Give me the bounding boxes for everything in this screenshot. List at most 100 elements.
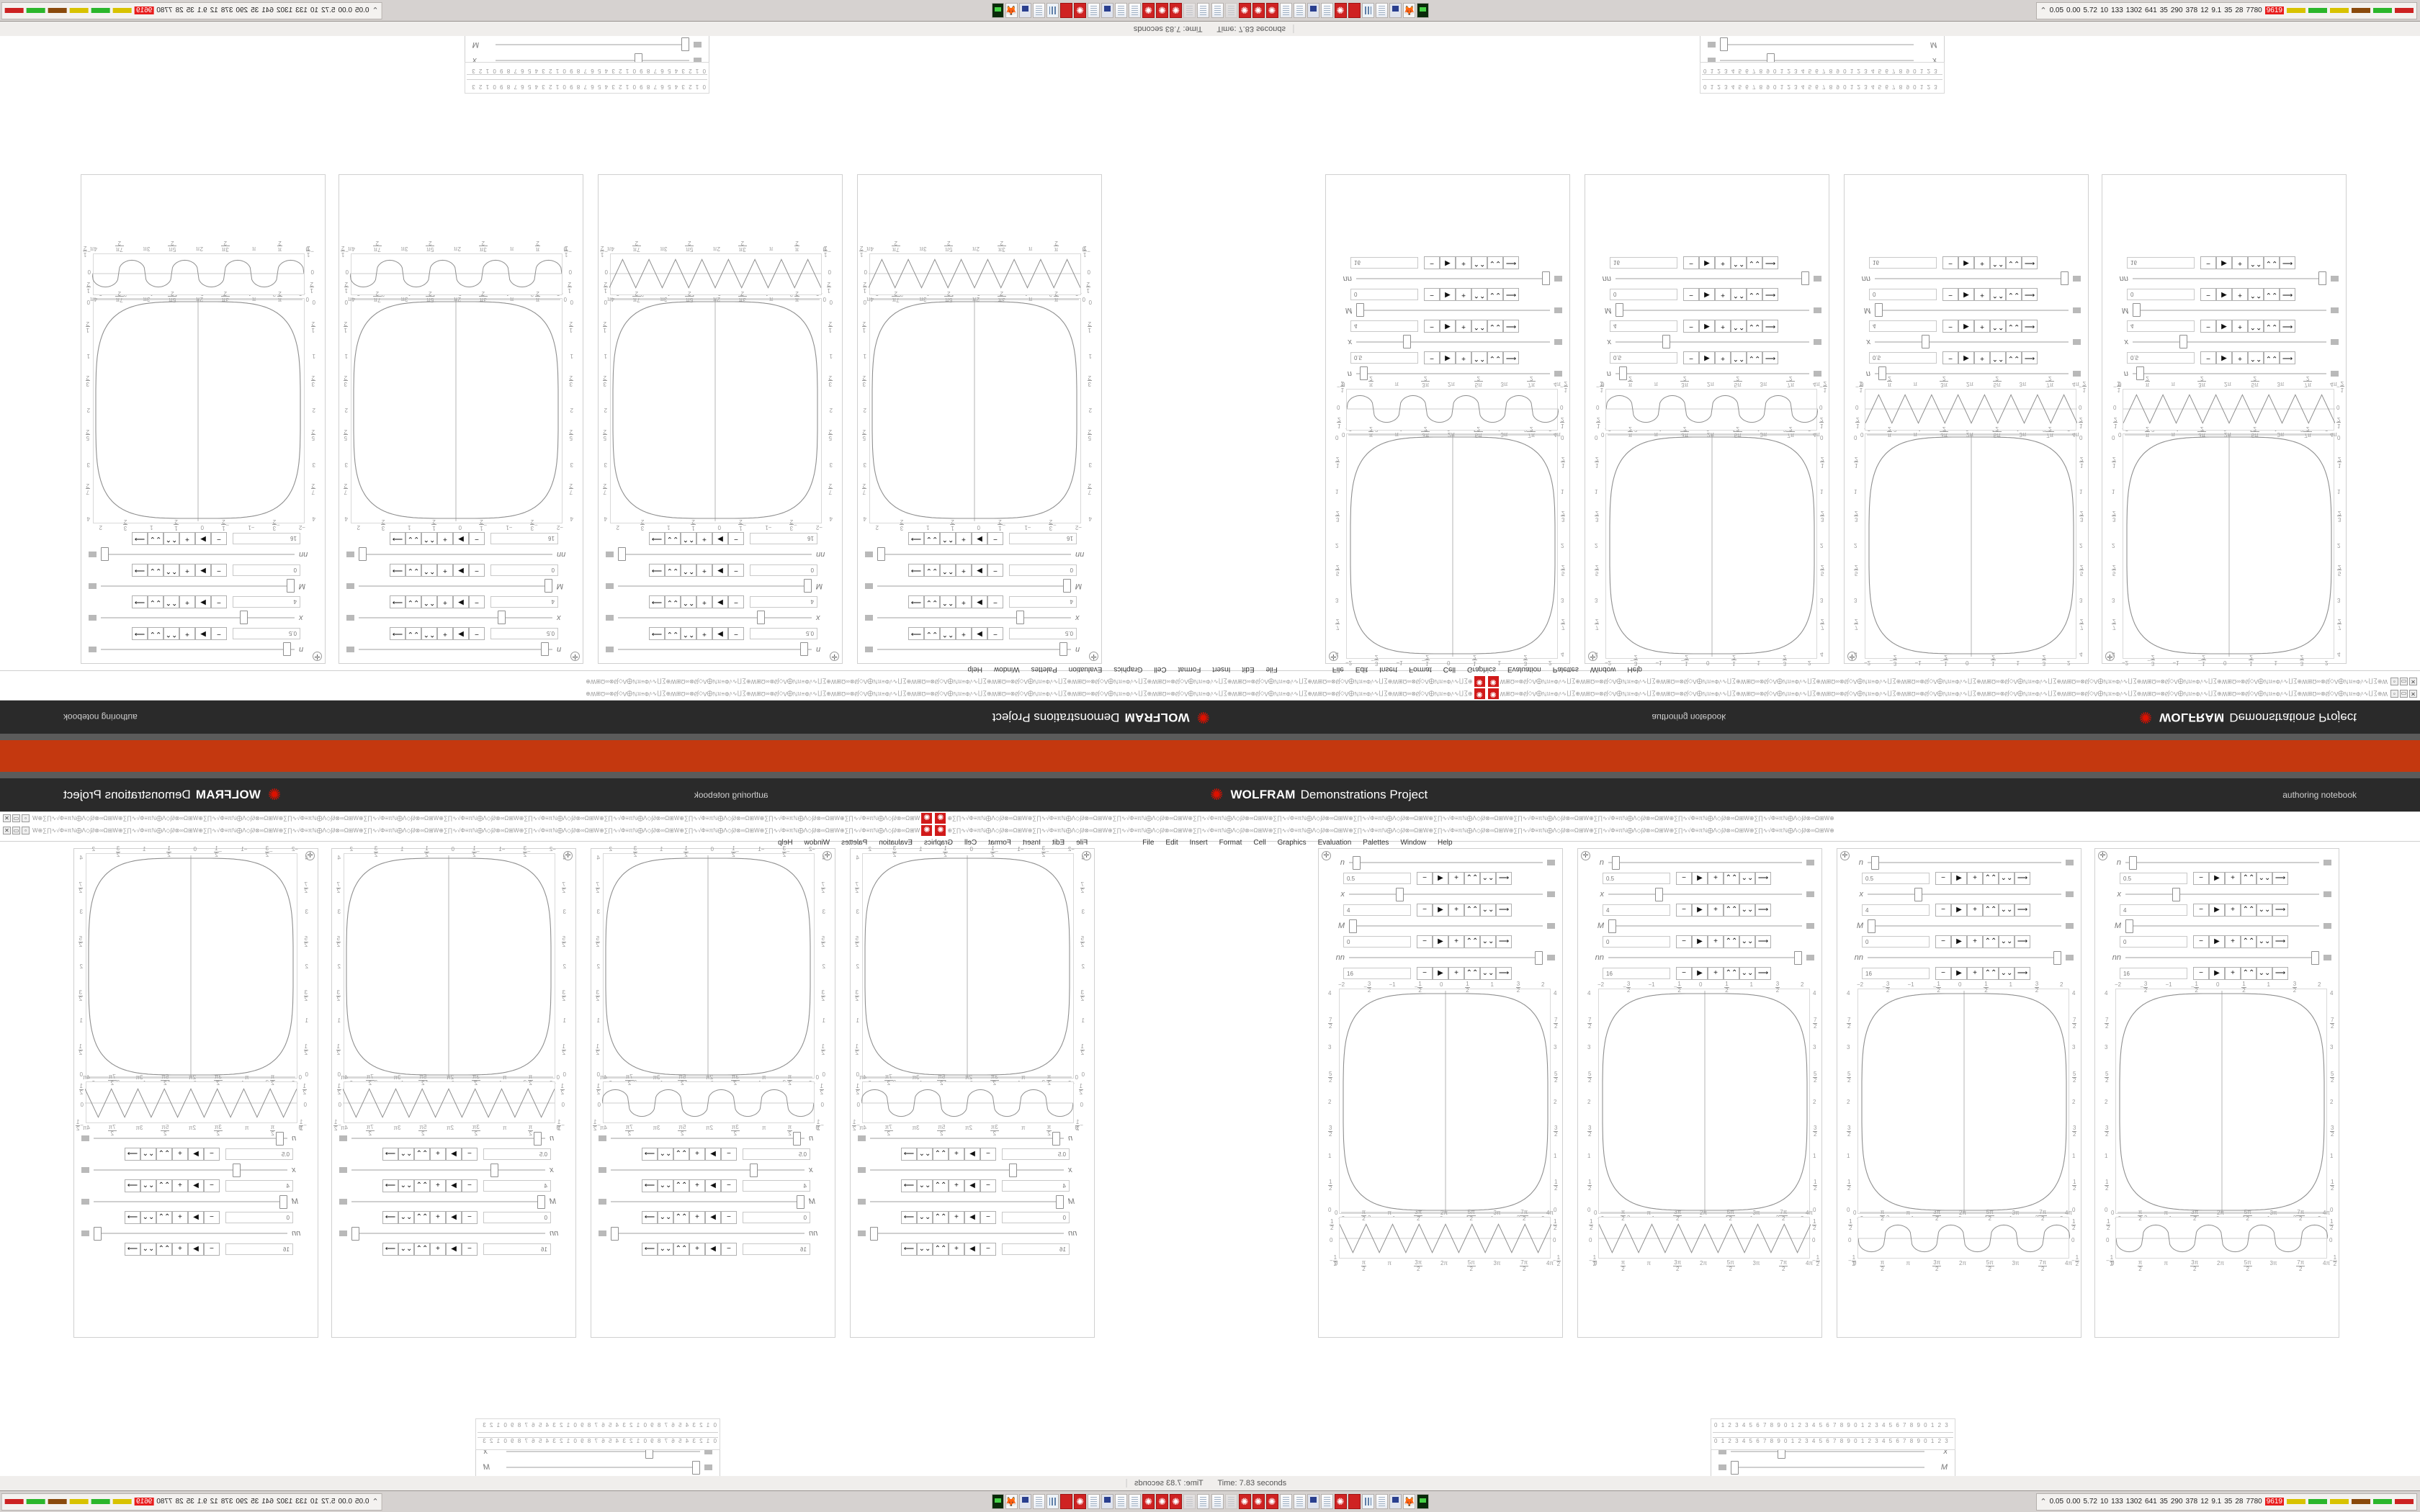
increment-button[interactable]: + (1708, 904, 1724, 917)
parameter-value-field[interactable]: 4 (1869, 320, 1937, 332)
firefox-icon[interactable] (1402, 1494, 1415, 1509)
reset-button[interactable]: ⟶ (1755, 904, 1771, 917)
collapse-control-icon[interactable] (346, 552, 354, 557)
faster-button[interactable]: ⌃⌃ (163, 627, 179, 640)
play-button[interactable]: ▶ (1433, 967, 1448, 980)
slider-track[interactable] (611, 1169, 805, 1171)
increment-button[interactable]: + (437, 532, 453, 545)
slider-track[interactable] (877, 649, 1071, 650)
parameter-value-field[interactable]: 4 (2127, 320, 2195, 332)
slider-track[interactable] (611, 1138, 805, 1139)
slider-track[interactable] (1349, 894, 1543, 895)
play-button[interactable]: ▶ (1958, 256, 1974, 269)
parameter-slider[interactable] (94, 1195, 287, 1209)
menu-item[interactable]: Graphics (1277, 838, 1307, 847)
increment-button[interactable]: + (1967, 872, 1983, 885)
parameter-value-field[interactable]: 4 (743, 1180, 810, 1192)
slider-track[interactable] (1608, 894, 1802, 895)
decrement-button[interactable]: − (1417, 904, 1433, 917)
reset-button[interactable]: ⟶ (908, 627, 924, 640)
menu-item[interactable]: Edit (1242, 665, 1255, 674)
parameter-slider[interactable] (1615, 303, 1809, 317)
slider-track[interactable] (94, 1201, 287, 1202)
faster-button[interactable]: ⌃⌃ (1731, 320, 1747, 333)
collapse-control-icon[interactable] (89, 583, 97, 589)
faster-button[interactable]: ⌃⌃ (1464, 872, 1480, 885)
play-button[interactable]: ▶ (1440, 256, 1456, 269)
reset-button[interactable]: ⟶ (2280, 288, 2295, 301)
faster-button[interactable]: ⌃⌃ (1464, 935, 1480, 948)
parameter-value-field[interactable]: 0 (490, 564, 558, 576)
parameter-slider[interactable] (1615, 335, 1809, 348)
slider-row[interactable]: nn (2102, 950, 2331, 966)
slider-button-row[interactable]: 16− ▶ + ⌃⌃ ⌄⌄ ⟶ (2120, 966, 2331, 981)
parameter-slider[interactable] (877, 547, 1071, 561)
collapse-control-icon[interactable] (89, 552, 97, 557)
play-button[interactable]: ▶ (1440, 320, 1456, 333)
reset-button[interactable]: ⟶ (642, 1211, 658, 1224)
parameter-controls[interactable]: n 0.5− ▶ + ⌃⌃ ⌄⌄ ⟶ x 4− ▶ + ⌃⌃ ⌄⌄ ⟶ M 0− ▶ + ⌃⌃ ⌄⌄ ⟶ nn 16− ▶ + ⌃… (1320, 850, 1561, 986)
menu-item[interactable]: File (1265, 665, 1278, 674)
increment-button[interactable]: + (949, 1148, 964, 1161)
decrement-button[interactable]: − (1935, 967, 1951, 980)
slider-track[interactable] (496, 44, 689, 45)
collapse-control-icon[interactable] (346, 615, 354, 621)
parameter-slider[interactable] (611, 1164, 805, 1177)
slider-knob[interactable] (750, 1164, 758, 1177)
collapse-control-icon[interactable] (81, 1230, 89, 1236)
parameter-value-field[interactable]: 4 (1603, 904, 1670, 916)
slider-track[interactable] (1608, 957, 1802, 958)
slider-button-row[interactable]: 0− ▶ + ⌃⌃ ⌄⌄ ⟶ (339, 1210, 551, 1225)
reset-button[interactable]: ⟶ (2272, 872, 2288, 885)
chevron-up-icon[interactable]: ⌃ (2040, 6, 2047, 15)
decrement-button[interactable]: − (2193, 935, 2209, 948)
slower-button[interactable]: ⌄⌄ (665, 595, 681, 608)
slider-button-row[interactable]: 16− ▶ + ⌃⌃ ⌄⌄ ⟶ (1603, 966, 1814, 981)
faster-button[interactable]: ⌃⌃ (933, 1179, 949, 1192)
system-monitor[interactable]: ⌃ 0.05 0.00 5.72 10 133 1302 641 35 290 378 12 9.1 35… (2036, 1493, 2417, 1511)
decrement-button[interactable]: − (1676, 872, 1692, 885)
slider-knob[interactable] (1052, 1132, 1060, 1146)
collapse-control-icon[interactable] (2323, 891, 2331, 897)
wolfram-icon[interactable] (1252, 1494, 1265, 1509)
collapse-control-icon[interactable] (1806, 891, 1814, 897)
slider-knob[interactable] (1059, 642, 1067, 656)
reset-button[interactable]: ⟶ (2015, 967, 2030, 980)
increment-button[interactable]: + (172, 1179, 188, 1192)
slider-button-row[interactable]: 16− ▶ + ⌃⌃ ⌄⌄ ⟶ (346, 531, 558, 546)
decrement-button[interactable]: − (728, 532, 744, 545)
slower-button[interactable]: ⌄⌄ (1480, 967, 1496, 980)
decrement-button[interactable]: − (469, 532, 485, 545)
increment-button[interactable]: + (1708, 935, 1724, 948)
increment-button[interactable]: + (1456, 351, 1471, 364)
wolfram-inline-icon[interactable]: ✺ (1474, 676, 1485, 687)
decrement-button[interactable]: − (2200, 256, 2216, 269)
demonstration-panel[interactable]: −2−2−32−32−1−1−12−1200121211323222001212… (1844, 174, 2089, 667)
decrement-button[interactable]: − (204, 1243, 220, 1256)
decrement-button[interactable]: − (1424, 320, 1440, 333)
slider-track[interactable] (101, 617, 295, 618)
add-control-icon[interactable]: ✛ (1322, 851, 1331, 860)
menu-item[interactable]: Insert (1212, 665, 1231, 674)
slider-track[interactable] (2125, 957, 2319, 958)
slower-button[interactable]: ⌄⌄ (405, 627, 421, 640)
wolfram-icon[interactable] (1169, 3, 1182, 18)
slider-button-row[interactable]: 4− ▶ + ⌃⌃ ⌄⌄ ⟶ (346, 594, 558, 610)
collapse-control-icon[interactable] (1547, 860, 1555, 865)
faster-button[interactable]: ⌃⌃ (156, 1148, 172, 1161)
notebook-icon[interactable] (1320, 3, 1333, 18)
slider-track[interactable] (506, 1451, 700, 1452)
slider-knob[interactable] (1395, 888, 1404, 901)
parameter-slider[interactable] (101, 579, 295, 593)
collapse-control-icon[interactable] (694, 42, 702, 48)
collapse-control-icon[interactable] (606, 583, 614, 589)
menu-item[interactable]: Cell (1253, 838, 1266, 847)
parameter-value-field[interactable]: 0 (483, 1212, 551, 1223)
window-controls[interactable]: ✕ ▭ ▫ (0, 814, 32, 822)
parameter-slider[interactable] (359, 579, 552, 593)
slower-button[interactable]: ⌄⌄ (2006, 351, 2022, 364)
collapse-control-icon[interactable] (339, 1167, 347, 1173)
parameter-value-field[interactable]: 0.5 (1343, 873, 1411, 884)
increment-button[interactable]: + (2232, 351, 2248, 364)
play-button[interactable]: ▶ (1699, 351, 1715, 364)
